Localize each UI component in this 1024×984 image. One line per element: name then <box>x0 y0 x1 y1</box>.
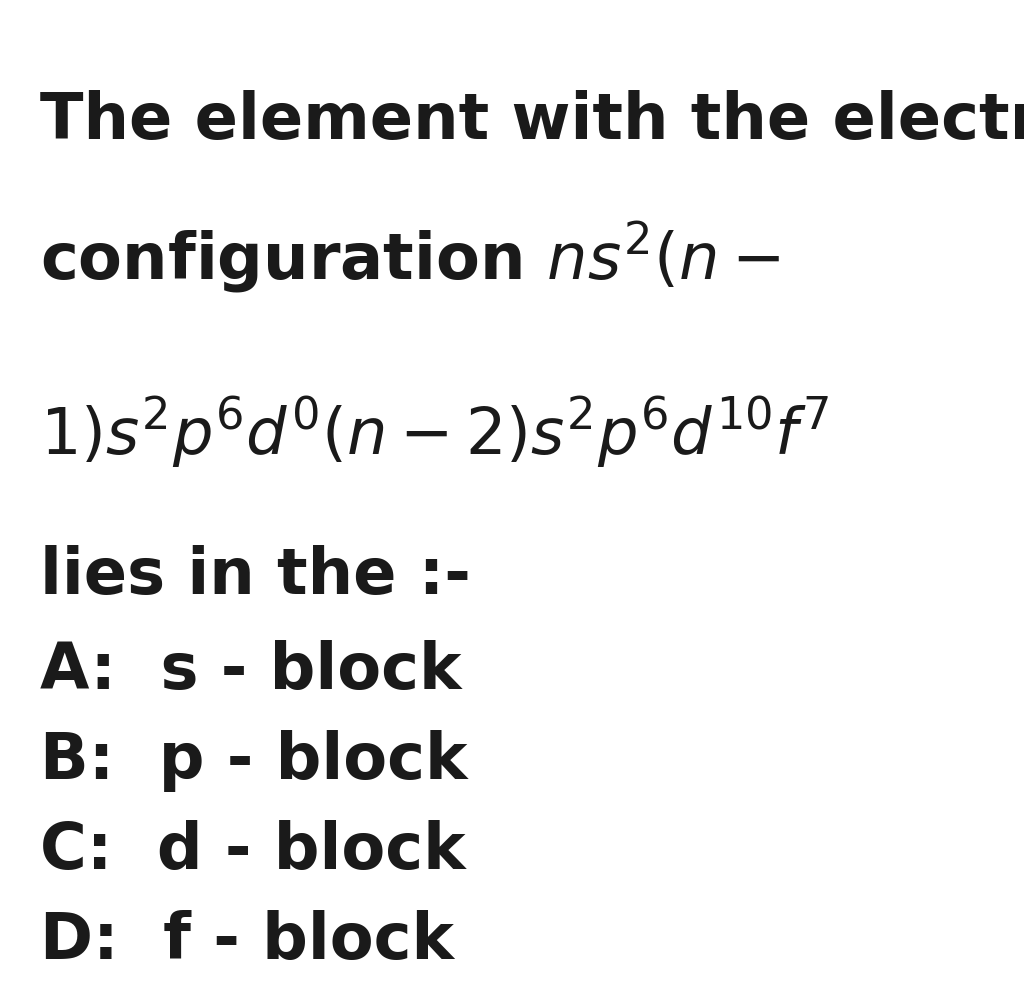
Text: C:  d - block: C: d - block <box>40 820 466 882</box>
Text: A:  s - block: A: s - block <box>40 640 462 702</box>
Text: $1)s^2p^6d^0(n-2)s^2p^6d^{10}f^7$: $1)s^2p^6d^0(n-2)s^2p^6d^{10}f^7$ <box>40 395 828 470</box>
Text: The element with the electronic: The element with the electronic <box>40 90 1024 152</box>
Text: B:  p - block: B: p - block <box>40 730 468 792</box>
Text: lies in the :-: lies in the :- <box>40 545 471 607</box>
Text: D:  f - block: D: f - block <box>40 910 454 972</box>
Text: configuration $ns^2(n-$: configuration $ns^2(n-$ <box>40 220 780 295</box>
